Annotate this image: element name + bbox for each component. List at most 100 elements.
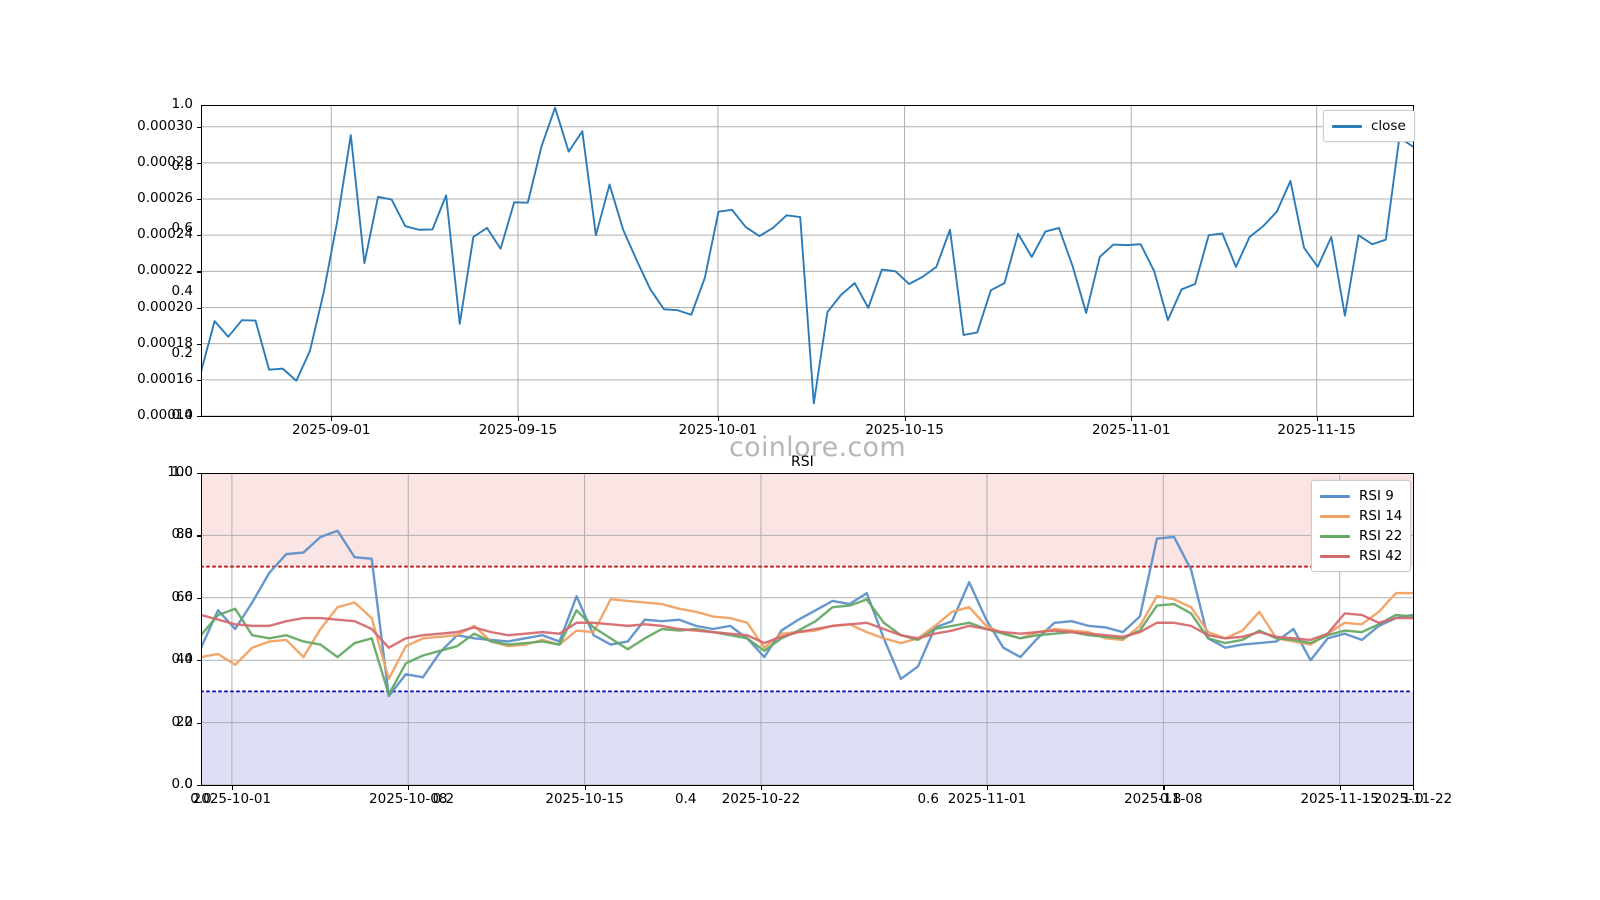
legend-swatch-icon-close: [1332, 124, 1362, 128]
price-x-tick-2025-10-01: 2025-10-01: [678, 422, 758, 438]
price-x-tickmark: [717, 416, 720, 421]
legend-item-close[interactable]: close: [1332, 116, 1406, 136]
rsi-y-tick-100: 100: [167, 464, 193, 480]
price-x-tick-2025-09-15: 2025-09-15: [478, 422, 558, 438]
price-axis-bottom: [201, 416, 1414, 418]
price-legend[interactable]: close: [1323, 110, 1415, 142]
rsi-x-tick-2025-11-01: 2025-11-01: [947, 791, 1027, 807]
price-axis-right: [1413, 105, 1415, 417]
price-y-tick-0.00030: 0.00030: [137, 117, 193, 134]
price-y-unit-tick-0.2: 0.2: [171, 344, 193, 361]
price-x-tick-2025-11-15: 2025-11-15: [1277, 422, 1356, 438]
rsi-plot-area: [201, 473, 1413, 785]
rsi-x-tick-2025-10-15: 2025-10-15: [545, 791, 624, 807]
legend-item-rsi-22[interactable]: RSI 22: [1320, 526, 1402, 546]
price-y-unit-tick-0.6: 0.6: [171, 220, 193, 237]
price-x-tick-2025-10-15: 2025-10-15: [865, 422, 944, 438]
rsi-x-tickmark: [584, 785, 586, 790]
rsi-x-unit-tick-0.0: 0.0: [190, 791, 212, 807]
legend-label: RSI 22: [1359, 528, 1403, 544]
price-y-tickmark: [197, 235, 202, 237]
legend-item-rsi-9[interactable]: RSI 9: [1320, 486, 1402, 506]
rsi-y-tickmark: [197, 535, 202, 537]
rsi-y-tick-60: 60: [175, 588, 193, 605]
price-x-tickmark: [1316, 416, 1318, 421]
price-y-tick-0.00026: 0.00026: [137, 190, 193, 207]
rsi-x-unit-tick-0.8: 0.8: [1159, 791, 1182, 807]
legend-label: RSI 14: [1359, 508, 1403, 524]
price-y-tickmark: [197, 199, 202, 201]
rsi-chart-title: RSI: [791, 454, 814, 470]
rsi-chart-panel: [201, 473, 1413, 785]
legend-item-rsi-42[interactable]: RSI 42: [1320, 546, 1402, 566]
rsi-x-tick-2025-11-22: 2025-11-22: [1373, 791, 1453, 807]
rsi-y-unit-tick-0.4: 0.4: [171, 651, 193, 668]
legend-label: RSI 9: [1359, 488, 1394, 504]
legend-label: close: [1371, 118, 1406, 134]
price-y-tick-0.00024: 0.00024: [137, 226, 193, 243]
rsi-legend[interactable]: RSI 9 RSI 14 RSI 22 RSI 42: [1311, 480, 1412, 572]
coinlore-watermark: coinlore.com: [729, 432, 906, 463]
price-x-tickmark: [517, 416, 520, 421]
rsi-axis-right: [1413, 473, 1415, 786]
price-y-unit-tick-0.4: 0.4: [171, 282, 193, 299]
rsi-x-tickmark: [1413, 785, 1415, 790]
rsi-x-tickmark: [986, 785, 989, 790]
price-y-tickmark: [197, 126, 202, 128]
rsi-y-unit-tick-1.0: 1.0: [171, 464, 193, 480]
price-axis-top: [201, 105, 1414, 107]
rsi-y-tickmark: [197, 785, 202, 787]
legend-item-rsi-14[interactable]: RSI 14: [1320, 506, 1402, 526]
rsi-y-unit-tick-0.8: 0.8: [171, 526, 193, 543]
price-y-tick-0.00018: 0.00018: [137, 334, 193, 351]
rsi-x-unit-tick-0.4: 0.4: [675, 791, 697, 807]
rsi-x-tick-2025-10-08: 2025-10-08: [369, 791, 448, 807]
price-x-tickmark: [904, 416, 906, 421]
price-x-tickmark: [331, 416, 333, 421]
price-y-tickmark: [197, 416, 202, 418]
legend-swatch-icon-rsi-22: [1320, 534, 1350, 538]
price-chart-panel: [201, 105, 1413, 416]
price-y-unit-tick-1.0: 1.0: [171, 96, 193, 112]
legend-swatch-icon-rsi-14: [1320, 514, 1350, 518]
price-y-tickmark: [197, 271, 202, 273]
rsi-y-tickmark: [197, 722, 202, 724]
price-y-tick-0.00020: 0.00020: [137, 298, 193, 315]
rsi-y-unit-tick-0.6: 0.6: [171, 588, 193, 605]
legend-swatch-icon-rsi-9: [1320, 494, 1350, 498]
rsi-x-tick-2025-11-15: 2025-11-15: [1300, 791, 1379, 807]
legend-swatch-icon-rsi-42: [1320, 554, 1350, 558]
price-y-tick-0.00022: 0.00022: [137, 262, 193, 279]
price-y-unit-tick-0.0: 0.0: [171, 407, 193, 423]
price-y-tick-0.00016: 0.00016: [137, 370, 193, 387]
rsi-x-tickmark: [1339, 785, 1341, 790]
rsi-x-tick-2025-10-01: 2025-10-01: [192, 791, 272, 807]
rsi-x-tickmark: [231, 785, 234, 790]
rsi-x-tick-2025-10-22: 2025-10-22: [721, 791, 801, 807]
rsi-axis-bottom: [201, 785, 1414, 787]
rsi-y-unit-tick-0.0: 0.0: [171, 776, 193, 792]
rsi-x-tickmark: [408, 785, 410, 790]
rsi-axis-left: [201, 473, 203, 786]
rsi-x-tickmark: [1163, 785, 1165, 790]
rsi-y-tick-20: 20: [175, 713, 193, 730]
price-y-tickmark: [197, 162, 202, 165]
price-y-tickmark: [197, 343, 202, 345]
rsi-y-tickmark: [197, 597, 202, 599]
rsi-y-tickmark: [197, 660, 202, 662]
rsi-axis-top: [201, 473, 1414, 475]
price-x-tickmark: [1131, 416, 1133, 421]
price-x-tick-2025-09-01: 2025-09-01: [292, 422, 371, 438]
rsi-x-unit-tick-0.6: 0.6: [917, 791, 939, 807]
rsi-x-tick-2025-11-08: 2025-11-08: [1124, 791, 1203, 807]
price-y-tick-0.00028: 0.00028: [137, 153, 193, 170]
rsi-y-tickmark: [197, 473, 202, 475]
rsi-x-unit-tick-0.2: 0.2: [432, 791, 455, 807]
price-x-tick-2025-11-01: 2025-11-01: [1091, 422, 1171, 438]
price-y-tickmark: [197, 379, 202, 382]
price-y-unit-tick-0.8: 0.8: [171, 158, 193, 175]
rsi-x-tickmark: [760, 785, 763, 790]
rsi-x-unit-tick-1.0: 1.0: [1402, 791, 1424, 807]
price-y-tick-0.00014: 0.00014: [137, 407, 193, 423]
